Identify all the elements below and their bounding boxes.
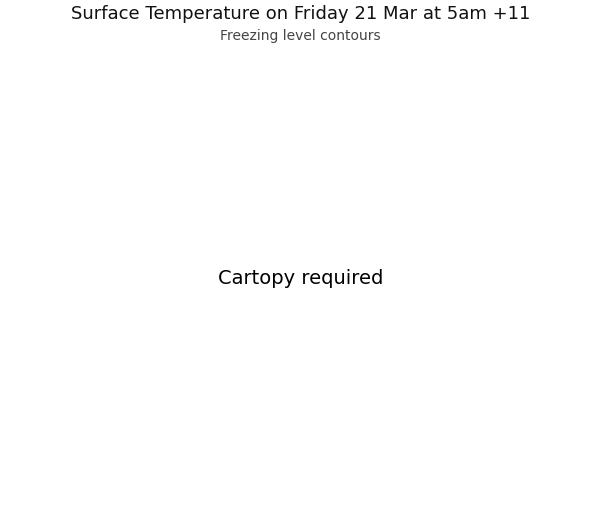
Text: Freezing level contours: Freezing level contours xyxy=(220,29,381,43)
Text: Cartopy required: Cartopy required xyxy=(218,269,383,288)
Text: Surface Temperature on Friday 21 Mar at 5am +11: Surface Temperature on Friday 21 Mar at … xyxy=(71,5,530,23)
